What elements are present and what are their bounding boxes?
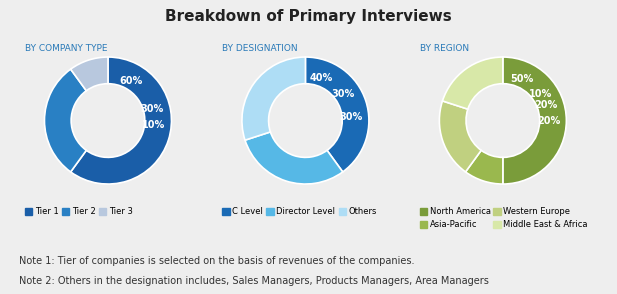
Wedge shape — [439, 101, 481, 172]
Wedge shape — [44, 69, 86, 172]
Legend: North America, Asia-Pacific, Western Europe, Middle East & Africa: North America, Asia-Pacific, Western Eur… — [420, 207, 588, 229]
Text: BY COMPANY TYPE: BY COMPANY TYPE — [25, 44, 107, 53]
Legend: Tier 1, Tier 2, Tier 3: Tier 1, Tier 2, Tier 3 — [25, 207, 133, 216]
Text: 50%: 50% — [510, 74, 534, 84]
Text: BY REGION: BY REGION — [420, 44, 469, 53]
Wedge shape — [442, 57, 503, 109]
Wedge shape — [466, 150, 503, 184]
Text: 30%: 30% — [141, 104, 164, 114]
Text: 10%: 10% — [142, 120, 165, 130]
Wedge shape — [242, 57, 305, 140]
Text: 20%: 20% — [537, 116, 560, 126]
Wedge shape — [503, 57, 566, 184]
Text: 30%: 30% — [339, 111, 363, 121]
Wedge shape — [305, 57, 369, 172]
Text: BY DESIGNATION: BY DESIGNATION — [222, 44, 298, 53]
Wedge shape — [245, 132, 342, 184]
Text: 20%: 20% — [534, 100, 557, 110]
Wedge shape — [71, 57, 108, 91]
Text: 60%: 60% — [119, 76, 143, 86]
Legend: C Level, Director Level, Others: C Level, Director Level, Others — [222, 207, 377, 216]
Text: 30%: 30% — [331, 89, 355, 99]
Text: Breakdown of Primary Interviews: Breakdown of Primary Interviews — [165, 9, 452, 24]
Text: Note 2: Others in the designation includes, Sales Managers, Products Managers, A: Note 2: Others in the designation includ… — [19, 276, 489, 286]
Text: 40%: 40% — [310, 73, 333, 83]
Wedge shape — [71, 57, 172, 184]
Text: 10%: 10% — [529, 89, 552, 99]
Text: Note 1: Tier of companies is selected on the basis of revenues of the companies.: Note 1: Tier of companies is selected on… — [19, 256, 414, 266]
